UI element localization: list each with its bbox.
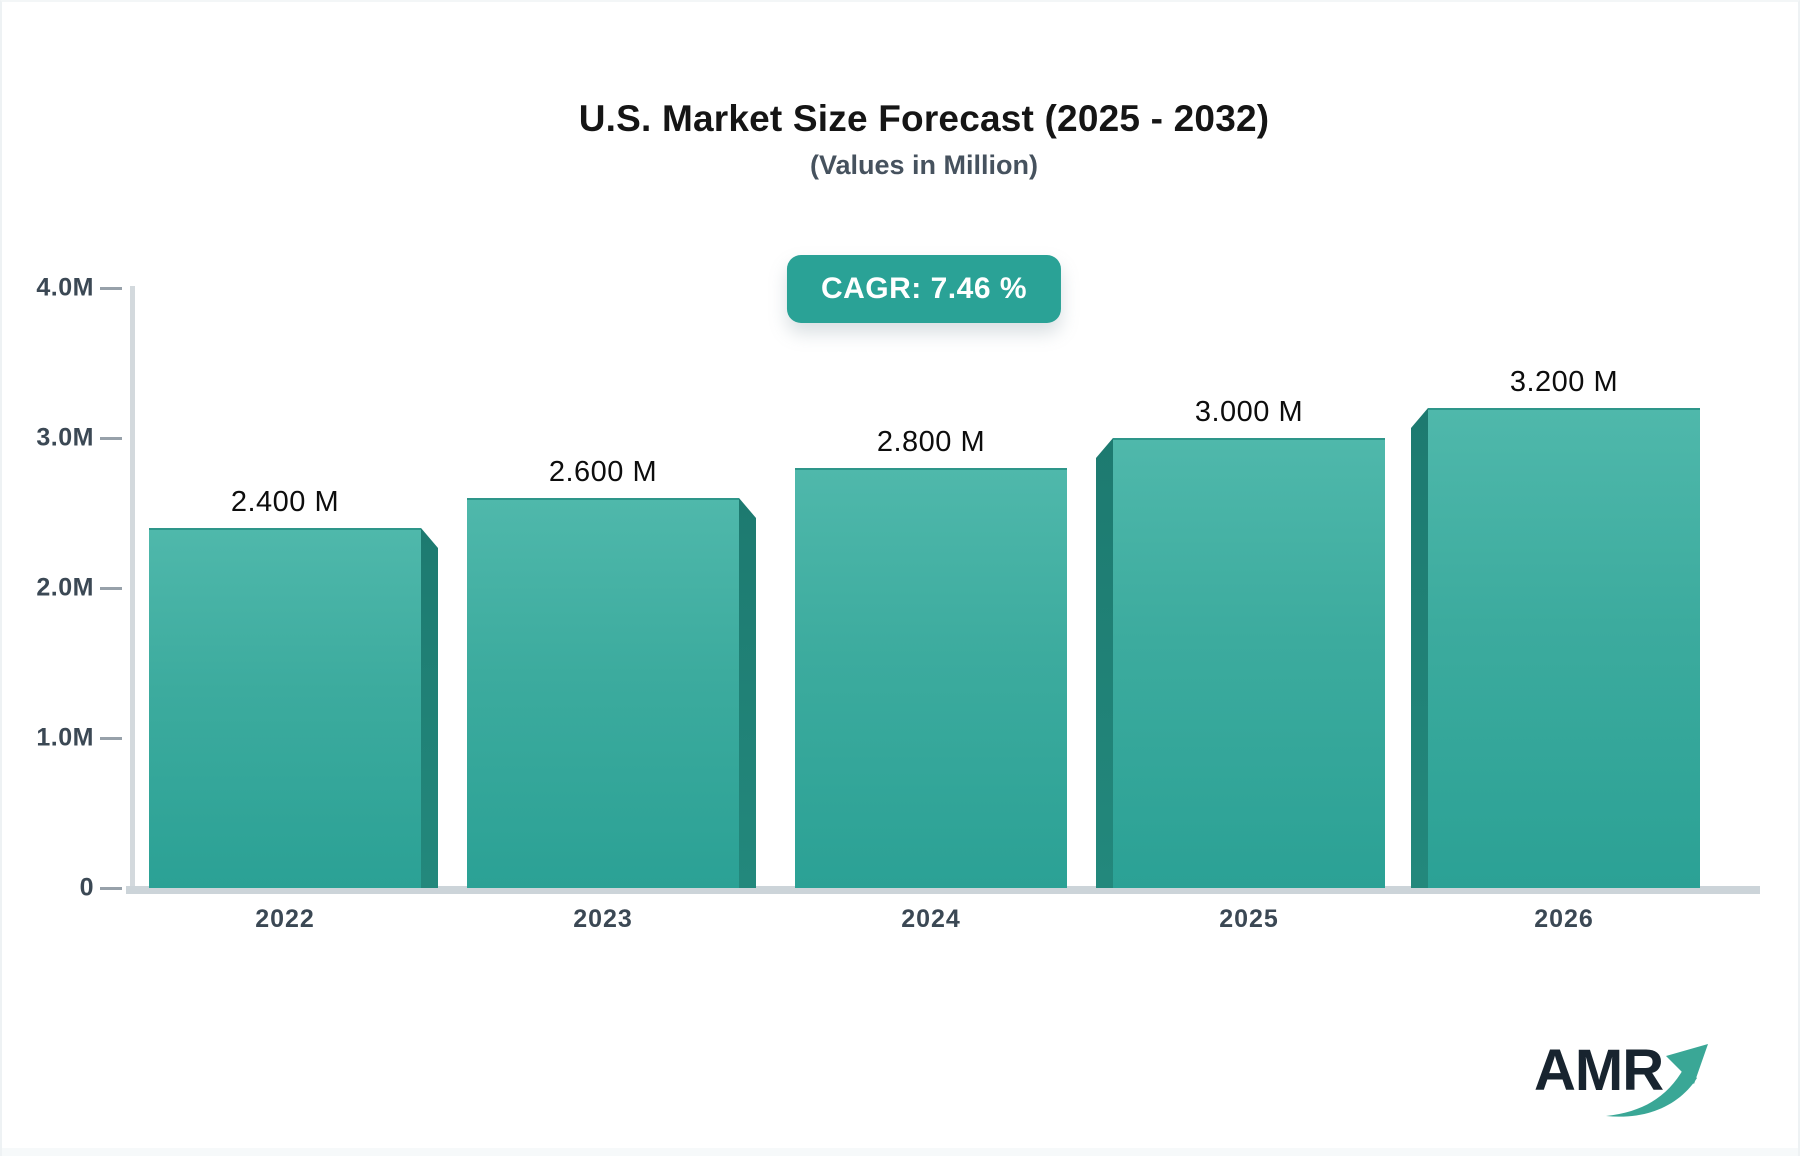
bar-2024	[795, 468, 1067, 888]
bar-value-label: 3.000 M	[1194, 396, 1304, 428]
y-axis-line	[130, 286, 135, 892]
y-tick-label: 0	[79, 873, 94, 902]
y-tick-label: 4.0M	[36, 273, 94, 302]
bar-3d-edge	[739, 498, 756, 888]
cagr-badge: CAGR: 7.46 %	[786, 255, 1062, 323]
bar-2025	[1113, 438, 1385, 888]
y-tick-dash	[100, 586, 122, 590]
page-bottom-border	[2, 1148, 1798, 1156]
y-tick-dash	[100, 736, 122, 740]
x-tick-label: 2026	[1534, 905, 1594, 933]
x-axis-line	[126, 886, 1760, 894]
bar-3d-edge	[1096, 438, 1113, 888]
y-tick-label: 2.0M	[36, 573, 94, 602]
x-tick-label: 2025	[1219, 905, 1279, 933]
amr-logo: AMR	[1534, 1038, 1708, 1117]
growth-arrow-icon	[1606, 1044, 1708, 1117]
x-tick-label: 2022	[255, 905, 315, 933]
chart-subtitle: (Values in Million)	[809, 150, 1039, 180]
y-tick-dash	[100, 886, 122, 890]
bar-value-label: 2.800 M	[876, 426, 986, 458]
bar-2026	[1428, 408, 1700, 888]
y-tick-dash	[100, 286, 122, 290]
y-tick-label: 3.0M	[36, 423, 94, 452]
x-tick-label: 2023	[573, 905, 633, 933]
bar-3d-edge	[421, 528, 438, 888]
bar-value-label: 2.400 M	[230, 486, 340, 518]
amr-logo-text: AMR	[1534, 1038, 1663, 1103]
bar-value-label: 2.600 M	[548, 456, 658, 488]
bar-2022	[149, 528, 421, 888]
bar-2023	[467, 498, 739, 888]
y-tick-dash	[100, 436, 122, 440]
y-tick-label: 1.0M	[36, 723, 94, 752]
chart-title: U.S. Market Size Forecast (2025 - 2032)	[578, 98, 1270, 139]
bar-value-label: 3.200 M	[1509, 366, 1619, 398]
x-tick-label: 2024	[901, 905, 961, 933]
bar-3d-edge	[1411, 408, 1428, 888]
